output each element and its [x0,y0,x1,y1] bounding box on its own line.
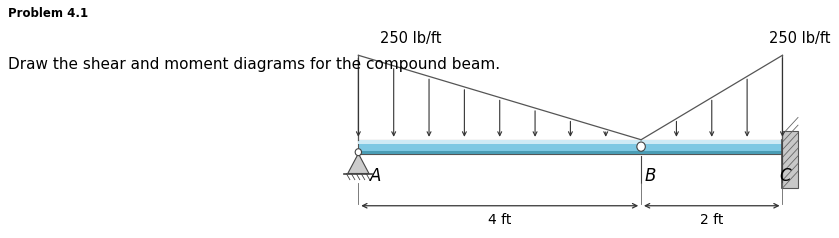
Text: 2 ft: 2 ft [700,213,723,228]
Text: C: C [779,167,790,185]
Bar [783,130,798,188]
Circle shape [355,149,362,156]
Polygon shape [347,154,369,174]
Text: A: A [370,167,382,185]
Text: 250 lb/ft: 250 lb/ft [379,31,441,46]
Text: 4 ft: 4 ft [488,213,512,228]
Bar [358,140,783,144]
Text: Problem 4.1: Problem 4.1 [8,7,89,20]
Text: B: B [644,167,656,185]
Text: Draw the shear and moment diagrams for the compound beam.: Draw the shear and moment diagrams for t… [8,57,501,72]
Bar [358,140,783,154]
Text: 250 lb/ft: 250 lb/ft [769,31,831,46]
Circle shape [637,142,645,151]
Bar [358,151,783,154]
